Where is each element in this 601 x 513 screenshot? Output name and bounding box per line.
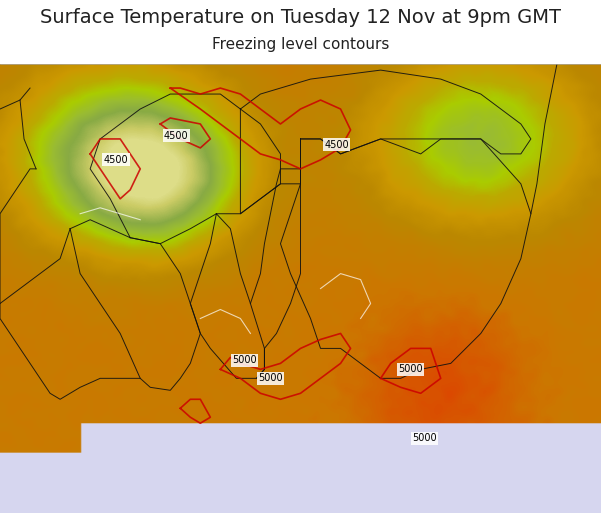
Text: 5000: 5000: [258, 373, 282, 383]
Text: 4500: 4500: [164, 131, 189, 141]
Text: 4500: 4500: [104, 155, 129, 165]
Text: 5000: 5000: [398, 364, 423, 374]
Text: Freezing level contours: Freezing level contours: [212, 37, 389, 52]
Text: 4500: 4500: [325, 140, 349, 150]
Text: Surface Temperature on Tuesday 12 Nov at 9pm GMT: Surface Temperature on Tuesday 12 Nov at…: [40, 8, 561, 27]
Text: 5000: 5000: [412, 433, 437, 443]
Text: 5000: 5000: [232, 356, 257, 365]
